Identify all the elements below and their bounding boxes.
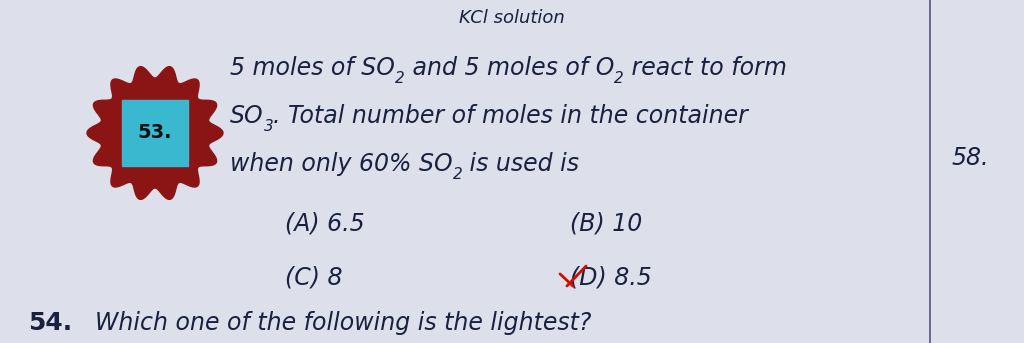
Text: KCl solution: KCl solution — [459, 9, 565, 27]
Text: (B) 10: (B) 10 — [570, 211, 642, 235]
Text: is used is: is used is — [463, 152, 580, 176]
Text: . Total number of moles in the container: . Total number of moles in the container — [273, 104, 749, 128]
Text: when only 60% SO: when only 60% SO — [230, 152, 453, 176]
Polygon shape — [123, 100, 187, 166]
Text: 3: 3 — [263, 119, 273, 134]
Text: 58.: 58. — [951, 146, 989, 170]
Text: (D) 8.5: (D) 8.5 — [570, 266, 651, 290]
Text: 53.: 53. — [138, 123, 172, 142]
Text: SO: SO — [230, 104, 263, 128]
Text: and 5 moles of O: and 5 moles of O — [404, 56, 614, 80]
Text: Which one of the following is the lightest?: Which one of the following is the lighte… — [95, 311, 592, 335]
Text: react to form: react to form — [624, 56, 786, 80]
Text: (A) 6.5: (A) 6.5 — [285, 211, 365, 235]
Text: 54.: 54. — [28, 311, 72, 335]
Polygon shape — [87, 67, 223, 199]
Text: 5 moles of SO: 5 moles of SO — [230, 56, 395, 80]
Text: 2: 2 — [614, 71, 624, 86]
Text: (C) 8: (C) 8 — [285, 266, 342, 290]
Text: 2: 2 — [453, 167, 463, 182]
Text: 2: 2 — [395, 71, 404, 86]
